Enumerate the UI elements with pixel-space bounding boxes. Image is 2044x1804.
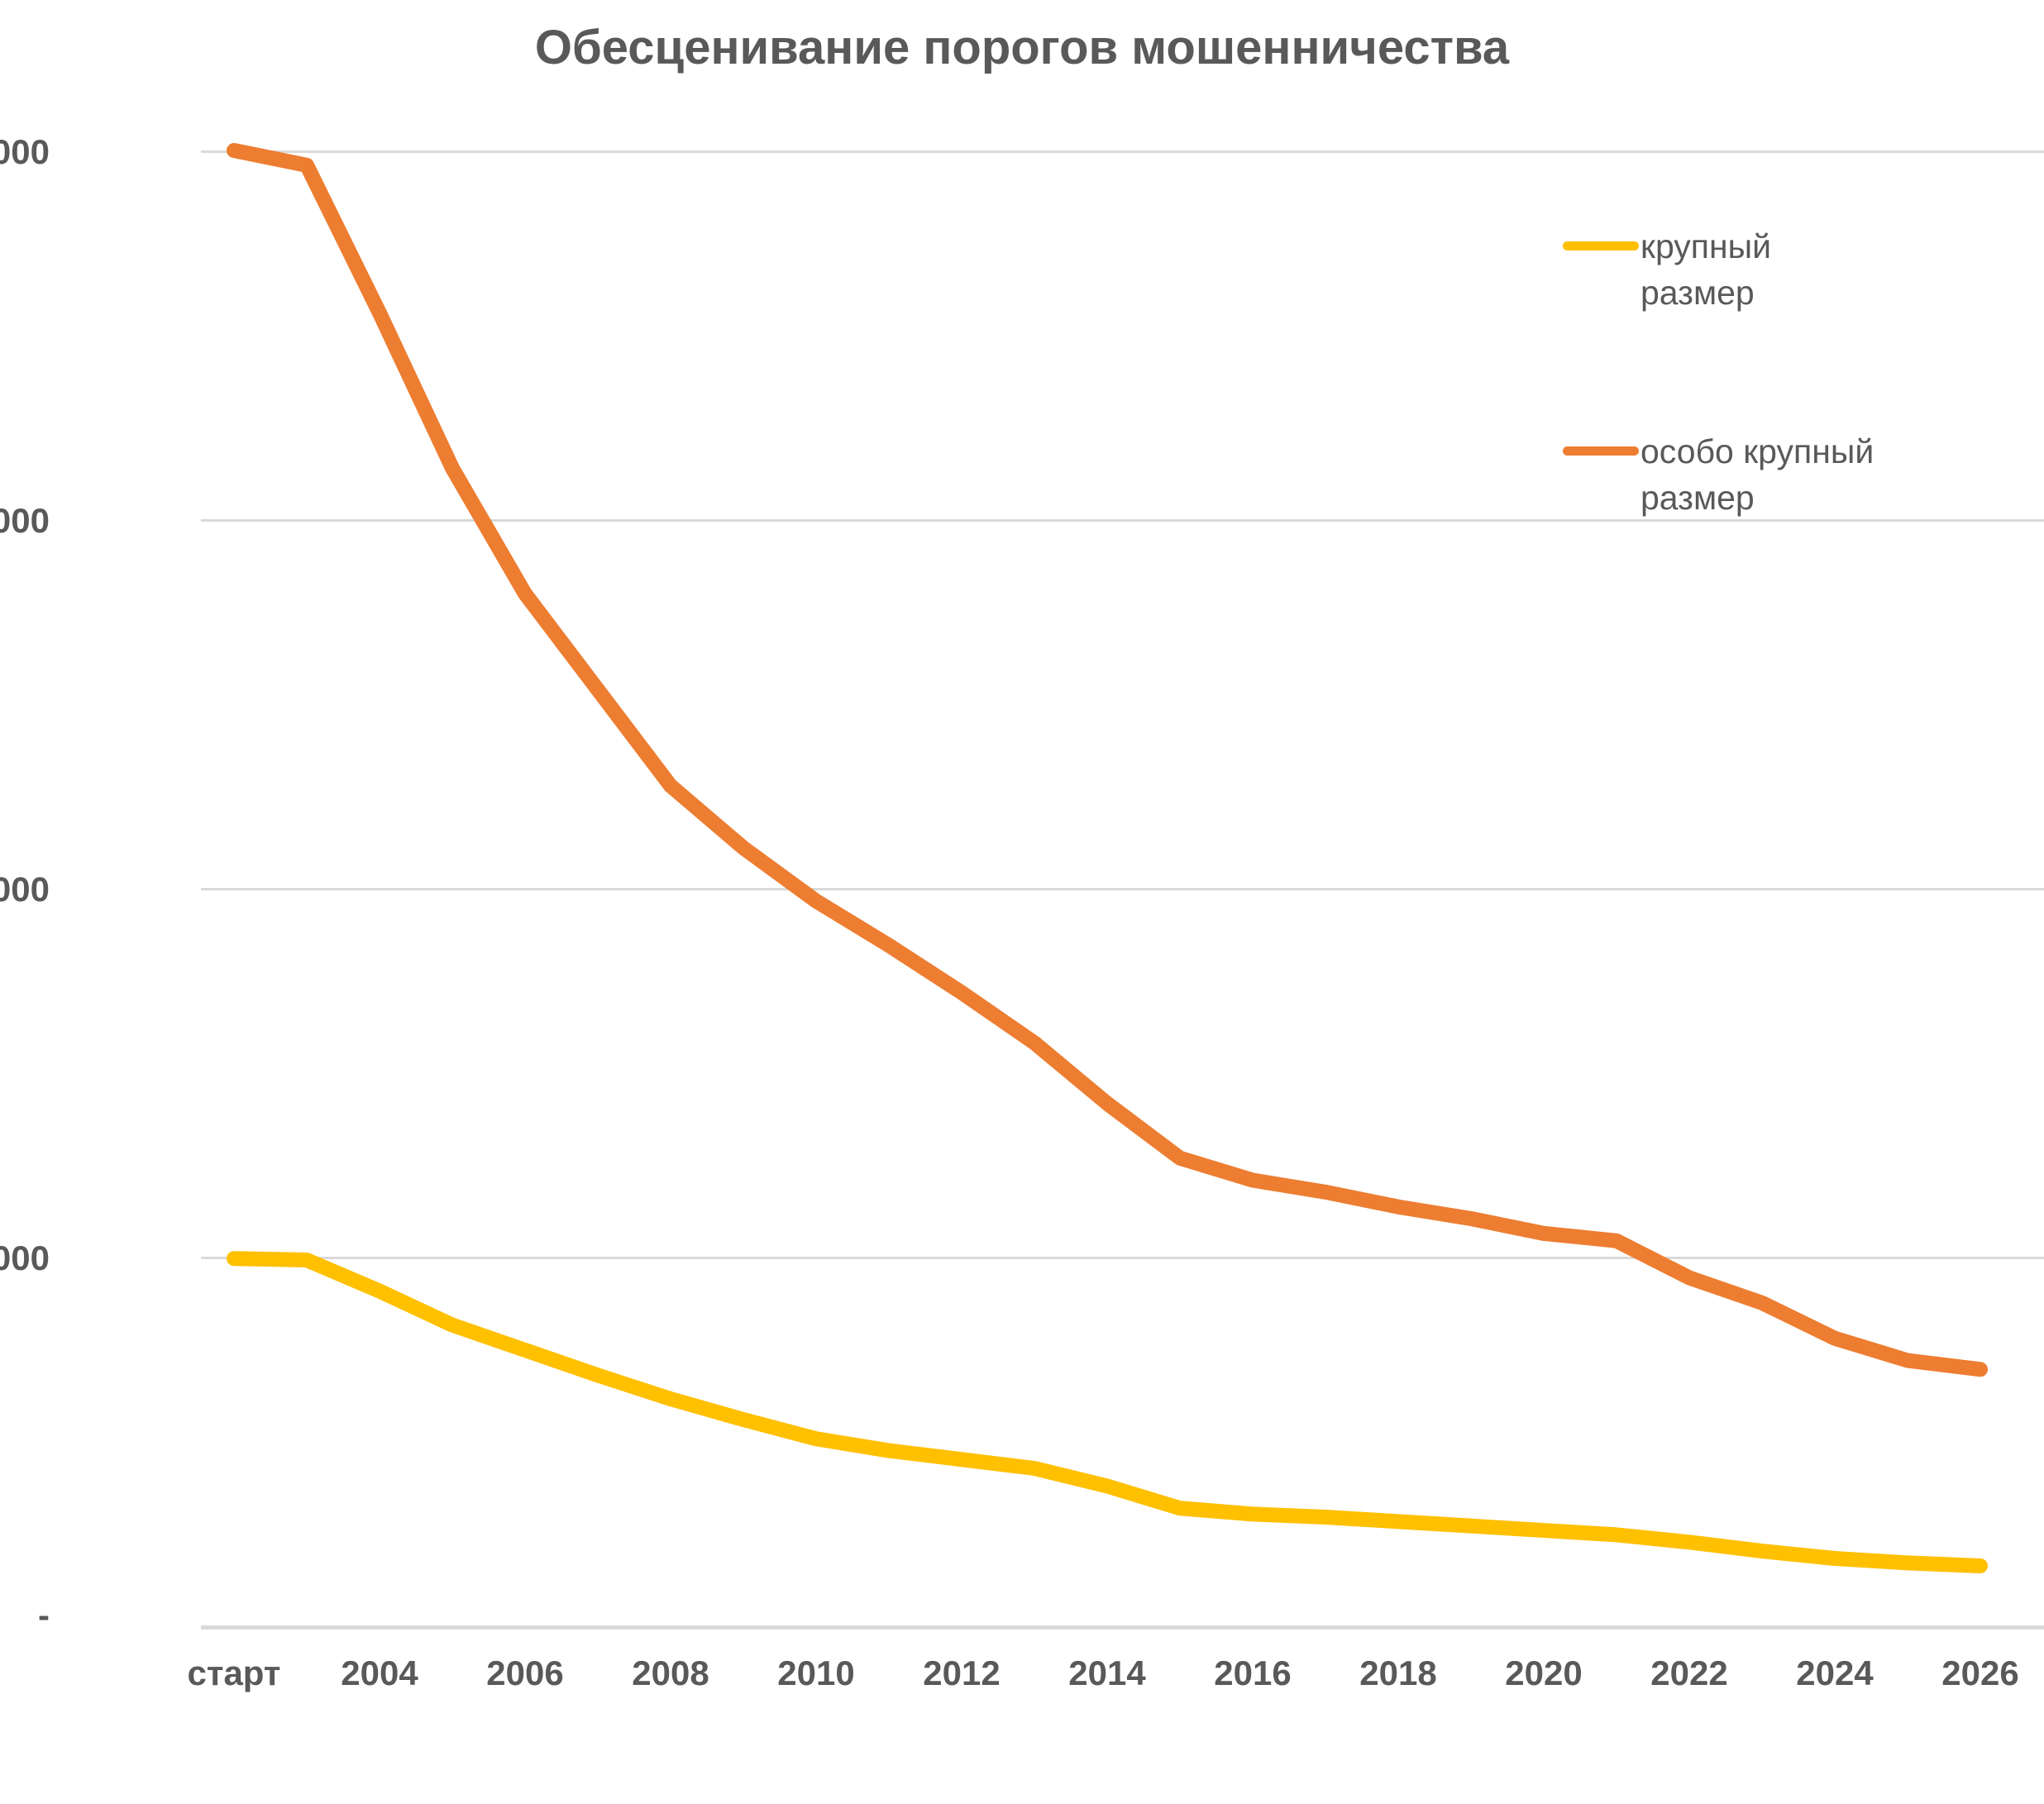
x-axis-tick-start: старт — [187, 1654, 281, 1692]
y-axis-tick-250000: 250 000 — [0, 1238, 50, 1277]
legend-label-krupnyy-razmer: крупный размер — [1640, 227, 1771, 312]
legend-color-swatch-yellow — [1563, 241, 1639, 251]
x-axis-tick-2008: 2008 — [632, 1654, 709, 1692]
x-axis-tick-2022: 2022 — [1650, 1654, 1728, 1692]
x-axis-tick-2020: 2020 — [1505, 1654, 1583, 1692]
x-axis-tick-2014: 2014 — [1068, 1654, 1146, 1692]
plot-area — [201, 143, 2044, 1630]
y-axis-tick-1000000: 1000 000 — [0, 132, 50, 171]
series-line-osobo-krupnyy-razmer — [227, 143, 1988, 1377]
x-axis-tick-2024: 2024 — [1796, 1654, 1874, 1692]
x-axis-tick-2012: 2012 — [923, 1654, 1001, 1692]
x-axis-tick-2010: 2010 — [777, 1654, 855, 1692]
series-plot — [227, 143, 1988, 1573]
gridline-500000 — [201, 888, 2044, 890]
x-axis-line — [201, 1625, 2044, 1630]
x-axis-tick-2026: 2026 — [1941, 1654, 2019, 1692]
legend-item-krupnyy-razmer[interactable]: крупный размер — [1563, 223, 1889, 316]
y-axis-tick-zero: - — [38, 1596, 50, 1635]
legend-color-swatch-orange — [1563, 446, 1639, 456]
y-axis-tick-750000: 750 000 — [0, 501, 50, 540]
y-axis-tick-500000: 500 000 — [0, 870, 50, 909]
legend-item-osobo-krupnyy-razmer[interactable]: особо крупный размер — [1563, 428, 1889, 521]
gridline-1000000 — [201, 150, 2044, 153]
chart-title: Обесценивание порогов мошенничества — [534, 21, 1510, 74]
x-axis-tick-2016: 2016 — [1214, 1654, 1292, 1692]
gridline-250000 — [201, 1257, 2044, 1259]
legend-label-osobo-krupnyy-razmer: особо крупный размер — [1640, 432, 1874, 517]
series-line-krupnyy-razmer — [227, 1251, 1988, 1573]
x-axis-tick-2018: 2018 — [1359, 1654, 1437, 1692]
x-axis-tick-2006: 2006 — [486, 1654, 564, 1692]
x-axis-tick-2004: 2004 — [341, 1654, 418, 1692]
x-axis-labels: старт 2004 2006 2008 2010 2012 2014 2016… — [188, 1654, 2044, 1711]
gridline-750000 — [201, 519, 2044, 522]
